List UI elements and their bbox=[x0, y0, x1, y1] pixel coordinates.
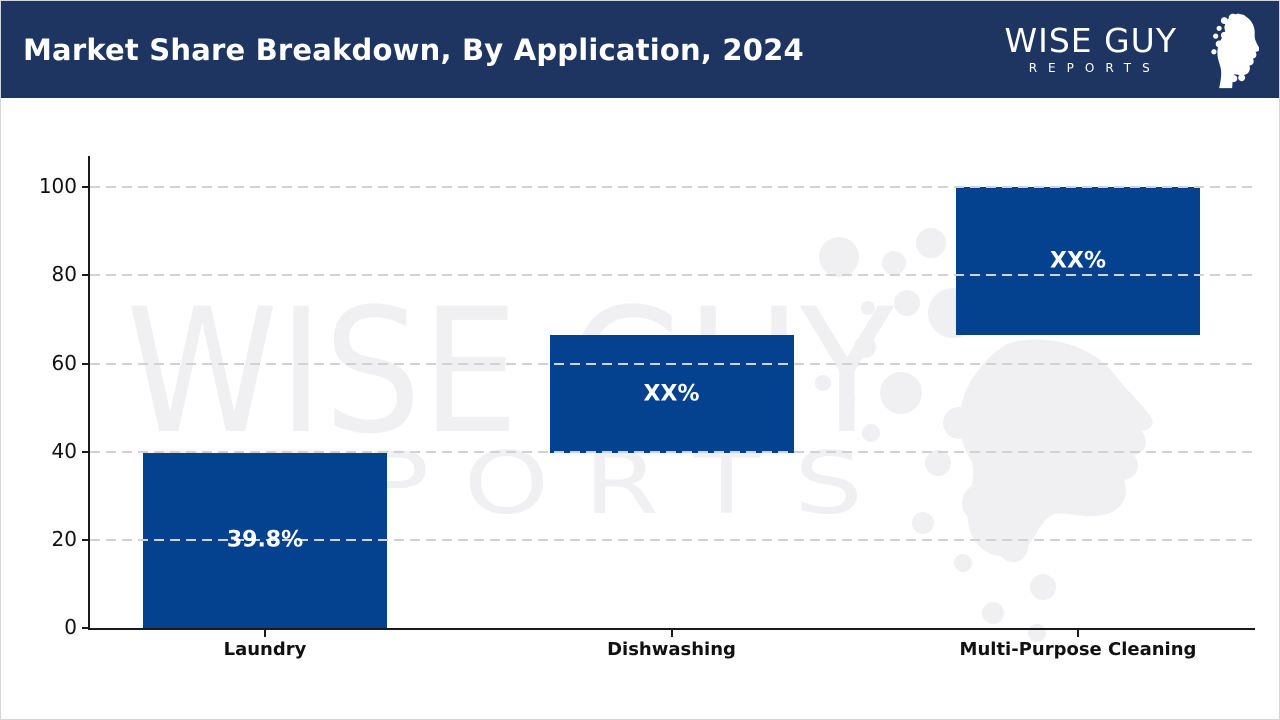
bar-dishwashing bbox=[549, 334, 794, 453]
y-axis-line bbox=[88, 156, 90, 630]
x-axis-line bbox=[88, 628, 1255, 630]
header-bar: Market Share Breakdown, By Application, … bbox=[1, 1, 1279, 98]
x-category-label: Laundry bbox=[223, 639, 307, 660]
y-tick-label: 100 bbox=[38, 174, 77, 199]
bar-value-label: 39.8% bbox=[226, 527, 304, 553]
bar-value-label: XX% bbox=[1050, 248, 1106, 274]
y-tick-mark bbox=[82, 538, 89, 541]
y-tick-mark bbox=[82, 450, 89, 453]
y-tick-mark bbox=[82, 627, 89, 629]
y-tick-mark bbox=[82, 274, 89, 277]
watermark-face-profile bbox=[959, 339, 1153, 557]
x-tick-mark bbox=[264, 630, 266, 637]
logo-wordmark: WISE GUY bbox=[1004, 20, 1177, 60]
logo-head-icon bbox=[1211, 13, 1259, 88]
x-category-label: Multi-Purpose Cleaning bbox=[959, 639, 1197, 660]
x-tick-mark bbox=[1077, 630, 1079, 637]
gridline-y-20 bbox=[90, 538, 1255, 541]
gridline-y-60 bbox=[90, 362, 1255, 365]
y-tick-label: 60 bbox=[51, 350, 77, 375]
x-category-label: Dishwashing bbox=[607, 639, 736, 660]
gridline-y-40 bbox=[90, 450, 1255, 453]
y-tick-label: 0 bbox=[64, 615, 77, 639]
y-tick-mark bbox=[82, 186, 89, 189]
y-tick-label: 40 bbox=[51, 438, 77, 463]
y-tick-label: 80 bbox=[51, 262, 77, 287]
bar-value-label: XX% bbox=[643, 381, 700, 407]
y-tick-label: 20 bbox=[51, 526, 77, 551]
gridline-y-100 bbox=[90, 186, 1255, 189]
logo-subtext: REPORTS bbox=[1028, 61, 1161, 76]
gridline-y-80 bbox=[90, 274, 1255, 277]
x-tick-mark bbox=[670, 630, 673, 637]
logo-text: WISE GUY REPORTS bbox=[1004, 20, 1177, 76]
wiseguy-logo: WISE GUY REPORTS bbox=[1004, 8, 1259, 92]
y-tick-mark bbox=[82, 362, 89, 365]
chart-title: Market Share Breakdown, By Application, … bbox=[23, 32, 804, 67]
